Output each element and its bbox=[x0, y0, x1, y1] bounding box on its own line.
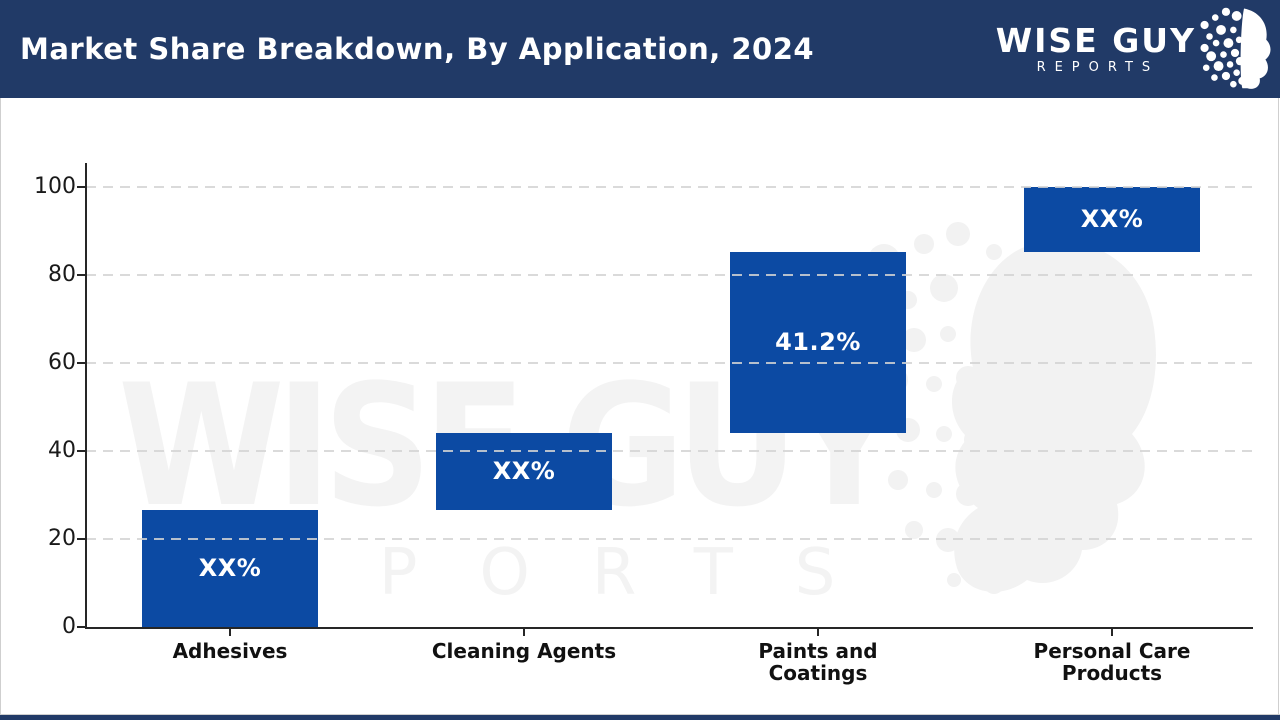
gridline-80 bbox=[86, 274, 1253, 276]
y-axis bbox=[85, 163, 87, 629]
y-tick-label-80: 80 bbox=[48, 262, 76, 287]
x-category-label-personal-care-products: Personal Care Products bbox=[972, 640, 1252, 684]
y-tick-mark bbox=[77, 626, 85, 628]
y-tick-mark bbox=[77, 538, 85, 540]
y-tick-label-40: 40 bbox=[48, 438, 76, 463]
gridline-60 bbox=[86, 362, 1253, 364]
y-tick-label-20: 20 bbox=[48, 526, 76, 551]
y-tick-mark bbox=[77, 362, 85, 364]
bar-value-label: XX% bbox=[198, 554, 262, 583]
x-category-label-line: Coatings bbox=[768, 661, 868, 685]
page-border-left bbox=[0, 98, 1, 715]
y-tick-mark bbox=[77, 186, 85, 188]
header-banner: Market Share Breakdown, By Application, … bbox=[0, 0, 1280, 98]
bar-paints-and-coatings: 41.2% bbox=[730, 251, 906, 433]
y-tick-label-60: 60 bbox=[48, 350, 76, 375]
bar-value-label: XX% bbox=[492, 457, 556, 486]
y-tick-label-100: 100 bbox=[34, 174, 76, 199]
y-tick-mark bbox=[77, 274, 85, 276]
footer-bar bbox=[0, 715, 1280, 720]
x-category-label-line: Products bbox=[1061, 661, 1163, 685]
x-tick-mark bbox=[1111, 629, 1113, 636]
page-border-bottom bbox=[0, 714, 1280, 715]
x-category-label-line: Personal Care bbox=[1033, 639, 1191, 663]
y-tick-mark bbox=[77, 450, 85, 452]
brand-logo: WISE GUY REPORTS bbox=[996, 4, 1272, 96]
x-tick-mark bbox=[817, 629, 819, 636]
x-category-label-line: Cleaning Agents bbox=[431, 639, 617, 663]
x-category-label-line: Paints and bbox=[758, 639, 878, 663]
gridline-20 bbox=[86, 538, 1253, 540]
x-tick-mark bbox=[229, 629, 231, 636]
bar-value-label: XX% bbox=[1080, 205, 1144, 234]
gridline-100 bbox=[86, 186, 1253, 188]
x-category-label-adhesives: Adhesives bbox=[90, 640, 370, 662]
brand-subname: REPORTS bbox=[1036, 60, 1160, 75]
x-category-label-paints-and-coatings: Paints and Coatings bbox=[678, 640, 958, 684]
x-tick-mark bbox=[523, 629, 525, 636]
brand-name: WISE GUY bbox=[995, 21, 1196, 60]
bar-personal-care-products: XX% bbox=[1024, 187, 1200, 252]
dotted-head-icon bbox=[1198, 3, 1272, 97]
x-category-label-cleaning-agents: Cleaning Agents bbox=[384, 640, 664, 662]
x-axis bbox=[85, 627, 1253, 629]
x-category-label-line: Adhesives bbox=[172, 639, 288, 663]
bar-value-label: 41.2% bbox=[775, 328, 861, 357]
bar-cleaning-agents: XX% bbox=[436, 432, 612, 510]
brand-logo-text: WISE GUY REPORTS bbox=[996, 24, 1196, 76]
page-border-right bbox=[1278, 98, 1279, 715]
y-tick-label-0: 0 bbox=[62, 614, 76, 639]
page-title: Market Share Breakdown, By Application, … bbox=[20, 32, 815, 66]
bar-adhesives: XX% bbox=[142, 509, 318, 627]
gridline-40 bbox=[86, 450, 1253, 452]
